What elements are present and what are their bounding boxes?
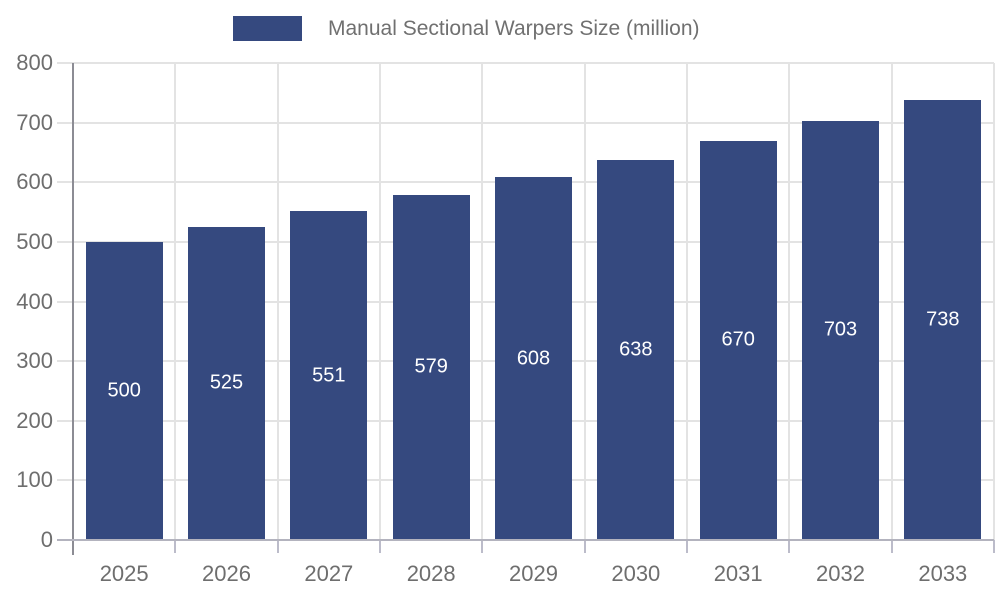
y-tick xyxy=(57,419,73,422)
x-gridline xyxy=(276,63,279,540)
bar: 551 xyxy=(290,211,368,540)
x-tick-label: 2033 xyxy=(918,561,968,586)
y-gridline xyxy=(73,121,994,124)
y-tick-label: 800 xyxy=(16,50,53,75)
x-tick xyxy=(890,540,893,553)
y-tick xyxy=(57,181,73,184)
bar: 525 xyxy=(188,226,265,540)
x-tick-label: 2025 xyxy=(99,561,149,586)
y-tick-label: 700 xyxy=(16,109,53,135)
y-tick xyxy=(57,479,73,482)
x-tick-label: 2030 xyxy=(611,561,661,586)
bar: 608 xyxy=(495,177,572,540)
y-tick-label: 100 xyxy=(16,467,53,493)
x-tick xyxy=(993,540,995,553)
y-tick-label: 600 xyxy=(16,169,53,195)
bar: 579 xyxy=(392,194,470,540)
y-tick-label: 200 xyxy=(16,407,53,433)
x-gridline xyxy=(993,63,995,540)
x-gridline xyxy=(686,63,688,540)
bar-value-label: 703 xyxy=(823,318,858,341)
x-gridline xyxy=(890,63,893,540)
bar-value-label: 579 xyxy=(414,355,448,378)
bar-value-label: 551 xyxy=(312,364,346,387)
y-tick-label: 0 xyxy=(40,527,53,552)
legend-swatch xyxy=(233,16,302,41)
y-tick-label: 400 xyxy=(16,288,53,314)
bar-value-label: 608 xyxy=(516,347,551,370)
y-axis-line xyxy=(72,63,74,555)
x-tick xyxy=(174,540,177,553)
x-tick xyxy=(379,540,381,553)
y-tick xyxy=(57,240,73,243)
legend-label: Manual Sectional Warpers Size (million) xyxy=(328,16,700,40)
y-tick xyxy=(57,300,73,303)
y-gridline xyxy=(73,62,994,64)
legend: Manual Sectional Warpers Size (million) xyxy=(233,16,700,41)
x-tick xyxy=(481,540,484,553)
x-tick xyxy=(276,540,279,553)
bar-value-label: 670 xyxy=(721,328,755,351)
bar: 703 xyxy=(802,120,879,540)
bar-value-label: 638 xyxy=(619,338,653,361)
bar: 500 xyxy=(85,241,163,540)
x-tick-label: 2027 xyxy=(304,561,354,586)
y-tick xyxy=(57,360,73,363)
x-tick-label: 2029 xyxy=(509,561,558,586)
bar: 638 xyxy=(597,159,675,540)
bar-value-label: 500 xyxy=(107,379,141,402)
x-axis-line xyxy=(57,539,994,541)
x-tick-label: 2032 xyxy=(816,561,865,586)
y-tick-label: 500 xyxy=(16,228,53,254)
bar: 738 xyxy=(904,99,982,540)
x-gridline xyxy=(174,63,177,540)
y-tick-label: 300 xyxy=(16,348,53,374)
x-tick xyxy=(686,540,688,553)
x-gridline xyxy=(583,63,586,540)
bar-value-label: 738 xyxy=(926,308,960,331)
x-tick xyxy=(788,540,791,553)
bar-value-label: 525 xyxy=(209,371,244,394)
x-gridline xyxy=(379,63,381,540)
bar: 670 xyxy=(699,140,777,540)
x-gridline xyxy=(788,63,791,540)
y-tick xyxy=(57,62,73,64)
x-gridline xyxy=(481,63,484,540)
y-tick xyxy=(57,121,73,124)
x-tick-label: 2026 xyxy=(202,561,251,586)
x-tick xyxy=(583,540,586,553)
x-tick-label: 2031 xyxy=(713,561,763,586)
x-tick-label: 2028 xyxy=(406,561,456,586)
